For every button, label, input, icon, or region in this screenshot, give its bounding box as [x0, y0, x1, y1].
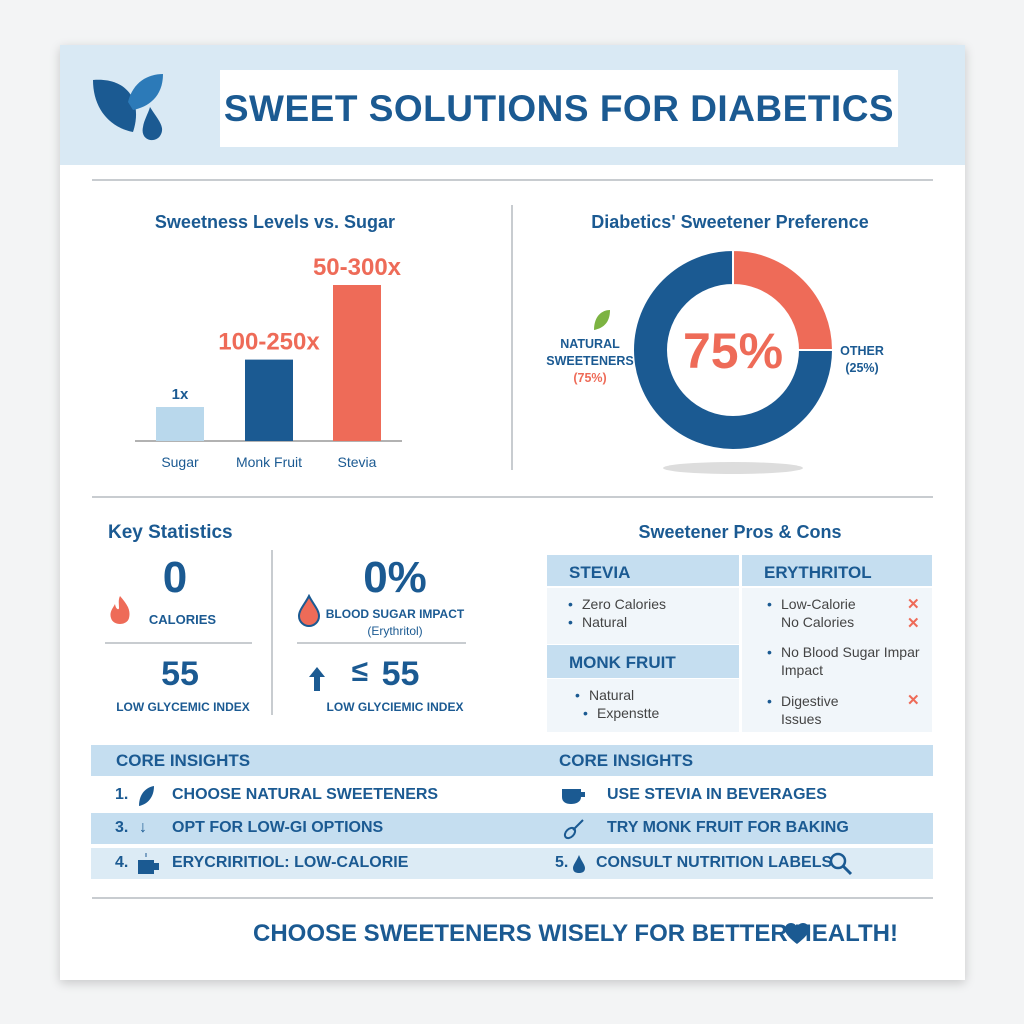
stats-title: Key Statistics	[108, 522, 233, 543]
coffee-mug-icon	[138, 853, 159, 874]
heart-icon	[785, 923, 809, 944]
calories-value: 0	[162, 553, 188, 602]
divider	[105, 642, 252, 644]
cross-icon: ✕	[907, 596, 920, 613]
insight-row: 3. ↓ OPT FOR LOW-GI OPTIONS TRY MONK FRU…	[91, 813, 933, 844]
list-item: Zero Calories	[568, 596, 666, 612]
bar-chart: 1x Sugar 100-250x Monk Fruit 50-300x Stevia	[135, 254, 402, 470]
tick-label: Monk Fruit	[236, 454, 302, 470]
erythritol-header: ERYTHRITOL	[742, 555, 932, 586]
list-item-cont: Expenstte	[583, 705, 659, 721]
flame-icon	[110, 596, 130, 624]
data-label: 1x	[172, 386, 189, 403]
leaf-icon	[139, 786, 154, 806]
gi-threshold-value: 55	[381, 655, 420, 693]
bar-monk-fruit	[245, 359, 293, 441]
blood-drop-icon	[297, 594, 321, 628]
insights-header-right: CORE INSIGHTS	[559, 751, 694, 770]
blood-sugar-label: BLOOD SUGAR IMPACT	[325, 607, 465, 621]
whisk-icon	[563, 819, 584, 840]
gi-threshold-label: LOW GLYCIEMIC INDEX	[326, 700, 464, 714]
bar-stevia	[333, 285, 381, 441]
leaf-icon	[594, 310, 610, 330]
list-item: Natural	[568, 614, 627, 630]
cross-icon: ✕	[907, 692, 920, 709]
divider	[92, 897, 933, 899]
data-label: 50-300x	[313, 254, 402, 281]
divider	[297, 642, 466, 644]
legend-other: OTHER (25%)	[840, 344, 884, 375]
list-item-cont: Impact	[781, 662, 824, 678]
list-item: Natural	[575, 687, 634, 703]
insight-row: 4. ERYCRIRITIOL: LOW-CALORIE 5. CONSULT …	[91, 848, 933, 879]
stevia-header: STEVIA	[547, 555, 739, 586]
insights-header-left: CORE INSIGHTS	[116, 751, 251, 770]
insights-header-row: CORE INSIGHTS CORE INSIGHTS	[91, 745, 933, 776]
divider	[92, 496, 933, 498]
tick-label: Sugar	[161, 454, 199, 470]
data-label: 100-250x	[218, 329, 320, 356]
blood-sugar-sub: (Erythritol)	[367, 624, 423, 638]
divider	[271, 550, 273, 715]
donut-center-label: 75%	[683, 323, 783, 379]
list-item: No Blood Sugar Impar	[767, 644, 919, 660]
cross-icon: ✕	[907, 615, 920, 632]
gi-value: 55	[161, 655, 199, 693]
lte-symbol: ≤	[351, 655, 369, 688]
page-title: SWEET SOLUTIONS FOR DIABETICS	[220, 70, 898, 147]
list-item: Digestive	[767, 693, 838, 709]
arrow-down-icon: ↓	[139, 819, 147, 836]
divider	[92, 179, 933, 181]
donut-chart-title: Diabetics' Sweetener Preference	[591, 212, 869, 232]
tick-label: Stevia	[338, 454, 377, 470]
magnifier-icon[interactable]	[828, 851, 854, 877]
pros-cons-title: Sweetener Pros & Cons	[638, 522, 842, 542]
monk-fruit-header: MONK FRUIT	[547, 645, 739, 678]
list-item-cont: Issues	[781, 711, 822, 727]
teacup-icon	[562, 789, 585, 804]
legend-natural: NATURAL SWEETENERS (75%)	[546, 337, 634, 385]
donut-slice-natural-sweeteners	[632, 248, 835, 451]
blood-sugar-value: 0%	[363, 553, 427, 602]
bar-sugar	[156, 407, 204, 441]
leaf-water-drop-logo	[93, 74, 163, 141]
list-item: Low-Calorie	[767, 596, 856, 612]
arrow-up-icon	[309, 667, 325, 691]
water-drop-icon	[573, 855, 585, 873]
divider	[511, 205, 513, 470]
bar-chart-title: Sweetness Levels vs. Sugar	[154, 212, 396, 232]
list-item-cont: No Calories	[781, 614, 855, 630]
shadow	[663, 462, 803, 474]
gi-label: LOW GLYCEMIC INDEX	[116, 700, 250, 714]
insight-row: 1. CHOOSE NATURAL SWEETENERS USE STEVIA …	[91, 780, 933, 811]
calories-label: CALORIES	[148, 612, 217, 627]
donut-chart: 75%	[632, 248, 835, 474]
